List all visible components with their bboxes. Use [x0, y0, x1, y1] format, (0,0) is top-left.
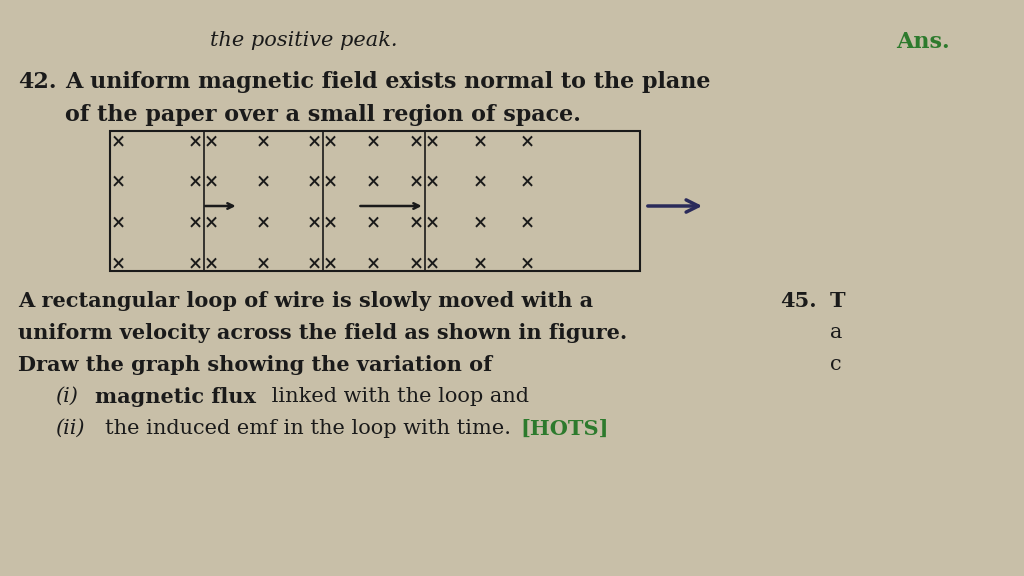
Bar	[110, 131, 640, 271]
Text: A uniform magnetic field exists normal to the plane: A uniform magnetic field exists normal t…	[65, 71, 711, 93]
Text: (i): (i)	[55, 387, 78, 406]
Text: ×: ×	[323, 173, 338, 191]
Text: ×: ×	[188, 173, 203, 191]
Text: a: a	[830, 323, 843, 342]
Text: Ans.: Ans.	[896, 31, 950, 53]
Text: c: c	[830, 355, 842, 374]
Text: ×: ×	[472, 132, 487, 150]
Text: ×: ×	[307, 254, 323, 272]
Text: 42.: 42.	[18, 71, 56, 93]
Text: ×: ×	[519, 213, 535, 232]
Text: ×: ×	[425, 213, 440, 232]
Text: ×: ×	[307, 213, 323, 232]
Text: ×: ×	[188, 213, 203, 232]
Text: of the paper over a small region of space.: of the paper over a small region of spac…	[65, 104, 581, 126]
Text: ×: ×	[204, 173, 219, 191]
Text: ×: ×	[366, 254, 381, 272]
Text: (ii): (ii)	[55, 419, 85, 438]
Text: ×: ×	[519, 173, 535, 191]
Text: uniform velocity across the field as shown in figure.: uniform velocity across the field as sho…	[18, 323, 628, 343]
Text: ×: ×	[472, 254, 487, 272]
Text: ×: ×	[472, 213, 487, 232]
Text: ×: ×	[323, 213, 338, 232]
Text: ×: ×	[409, 213, 424, 232]
Text: ×: ×	[255, 173, 270, 191]
Text: ×: ×	[519, 254, 535, 272]
Text: ×: ×	[204, 254, 219, 272]
Text: ×: ×	[188, 254, 203, 272]
Text: ×: ×	[255, 213, 270, 232]
Text: ×: ×	[519, 132, 535, 150]
Text: magnetic flux: magnetic flux	[95, 387, 256, 407]
Text: ×: ×	[409, 254, 424, 272]
Text: ×: ×	[366, 132, 381, 150]
Text: ×: ×	[255, 254, 270, 272]
Text: the positive peak.: the positive peak.	[210, 31, 397, 50]
Text: ×: ×	[425, 132, 440, 150]
Text: ×: ×	[366, 213, 381, 232]
Text: ×: ×	[111, 132, 126, 150]
Text: ×: ×	[425, 254, 440, 272]
Text: ×: ×	[111, 173, 126, 191]
Text: ×: ×	[204, 132, 219, 150]
Text: [HOTS]: [HOTS]	[520, 419, 608, 439]
Text: 45.: 45.	[780, 291, 816, 311]
Text: A rectangular loop of wire is slowly moved with a: A rectangular loop of wire is slowly mov…	[18, 291, 593, 311]
Text: linked with the loop and: linked with the loop and	[265, 387, 529, 406]
Text: T: T	[830, 291, 846, 311]
Text: ×: ×	[323, 132, 338, 150]
Text: Draw the graph showing the variation of: Draw the graph showing the variation of	[18, 355, 493, 375]
Text: ×: ×	[307, 173, 323, 191]
Text: ×: ×	[409, 132, 424, 150]
Text: ×: ×	[409, 173, 424, 191]
Text: ×: ×	[255, 132, 270, 150]
Text: ×: ×	[323, 254, 338, 272]
Text: ×: ×	[366, 173, 381, 191]
Text: ×: ×	[204, 213, 219, 232]
Text: ×: ×	[307, 132, 323, 150]
Text: ×: ×	[425, 173, 440, 191]
Text: ×: ×	[111, 254, 126, 272]
Text: ×: ×	[472, 173, 487, 191]
Text: the induced emf in the loop with time.: the induced emf in the loop with time.	[105, 419, 511, 438]
Text: ×: ×	[188, 132, 203, 150]
Text: ×: ×	[111, 213, 126, 232]
